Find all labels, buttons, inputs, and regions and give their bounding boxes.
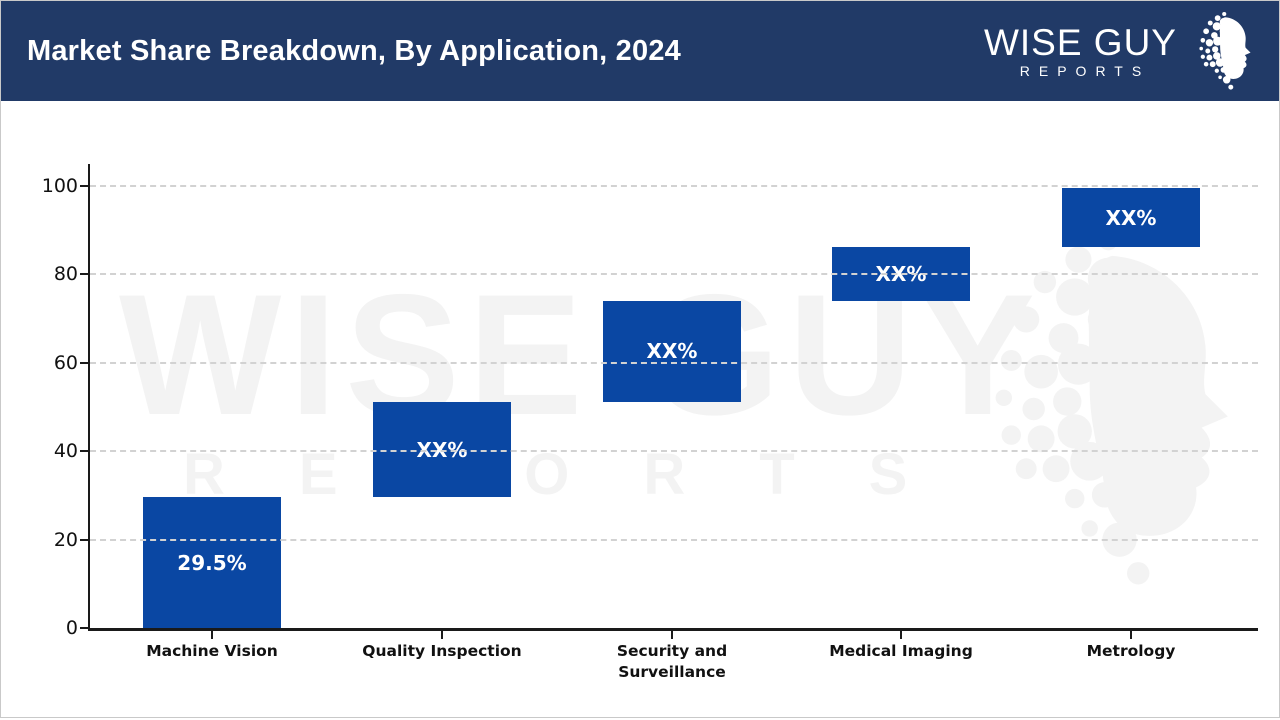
x-category-label: Security and Surveillance [616, 642, 728, 681]
y-axis-tick-label: 60 [53, 351, 78, 374]
bar-value-label: 29.5% [177, 550, 247, 575]
y-axis-tick [80, 538, 88, 541]
brand-subtitle: REPORTS [1019, 63, 1151, 79]
y-axis-tick-label: 100 [41, 174, 78, 197]
bar-value-label: XX% [646, 339, 698, 364]
x-category-label: Machine Vision [146, 642, 278, 660]
bar: XX% [1062, 187, 1200, 248]
y-axis-tick [80, 273, 88, 275]
y-axis-tick [80, 627, 88, 629]
x-axis-tick [1130, 630, 1132, 639]
gridline [90, 361, 1258, 364]
x-axis-tick [671, 630, 673, 639]
y-axis-line [88, 164, 90, 630]
header: Market Share Breakdown, By Application, … [1, 1, 1279, 101]
brand-logo: WISE GUY REPORTS [984, 8, 1253, 94]
y-axis-tick-label: 0 [65, 617, 78, 639]
bar: 29.5% [143, 497, 281, 628]
x-category-label: Medical Imaging [829, 642, 973, 660]
bar: XX% [603, 300, 741, 403]
brand-logo-text: WISE GUY REPORTS [984, 24, 1177, 78]
gridline [90, 450, 1258, 452]
gridline [90, 184, 1258, 187]
y-axis-tick [80, 184, 88, 187]
x-category-label: Quality Inspection [362, 642, 522, 660]
y-axis-tick [80, 361, 88, 364]
y-axis-tick [80, 450, 88, 452]
bar-value-label: XX% [416, 437, 468, 462]
y-axis-tick-label: 20 [53, 528, 78, 551]
x-axis-line [88, 628, 1258, 631]
brand-name: WISE GUY [983, 22, 1177, 63]
watermark-text-reports: REPORTS [183, 442, 982, 507]
x-axis-tick [211, 630, 213, 639]
y-axis-tick-label: 40 [53, 440, 78, 462]
gridline [90, 273, 1258, 275]
x-axis-tick [441, 630, 443, 639]
y-axis-tick-label: 80 [53, 263, 78, 285]
page-title: Market Share Breakdown, By Application, … [27, 34, 681, 67]
x-category-label: Metrology [1086, 642, 1176, 660]
x-axis-tick [900, 630, 902, 639]
gridline [90, 538, 1258, 541]
bar: XX% [373, 402, 511, 498]
brand-head-icon [1199, 11, 1251, 90]
bar-value-label: XX% [1105, 205, 1157, 230]
